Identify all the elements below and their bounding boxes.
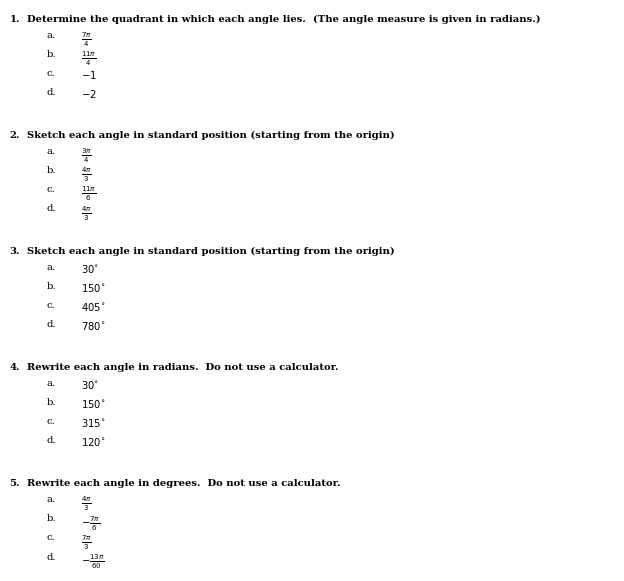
Text: 5.: 5. bbox=[9, 479, 20, 488]
Text: Sketch each angle in standard position (starting from the origin): Sketch each angle in standard position (… bbox=[27, 247, 394, 256]
Text: $\frac{7\pi}{4}$: $\frac{7\pi}{4}$ bbox=[81, 31, 92, 49]
Text: 2.: 2. bbox=[9, 131, 20, 139]
Text: $\frac{4\pi}{3}$: $\frac{4\pi}{3}$ bbox=[81, 205, 92, 223]
Text: $\frac{11\pi}{4}$: $\frac{11\pi}{4}$ bbox=[81, 50, 96, 68]
Text: d.: d. bbox=[47, 88, 56, 97]
Text: d.: d. bbox=[47, 436, 56, 446]
Text: c.: c. bbox=[47, 69, 56, 78]
Text: $\frac{4\pi}{3}$: $\frac{4\pi}{3}$ bbox=[81, 495, 92, 514]
Text: $-\frac{7\pi}{6}$: $-\frac{7\pi}{6}$ bbox=[81, 514, 100, 533]
Text: $\frac{3\pi}{4}$: $\frac{3\pi}{4}$ bbox=[81, 147, 92, 165]
Text: Sketch each angle in standard position (starting from the origin): Sketch each angle in standard position (… bbox=[27, 131, 394, 140]
Text: Rewrite each angle in radians.  Do not use a calculator.: Rewrite each angle in radians. Do not us… bbox=[27, 363, 338, 372]
Text: $\frac{7\pi}{3}$: $\frac{7\pi}{3}$ bbox=[81, 533, 92, 552]
Text: a.: a. bbox=[47, 495, 56, 504]
Text: b.: b. bbox=[47, 398, 56, 407]
Text: Rewrite each angle in degrees.  Do not use a calculator.: Rewrite each angle in degrees. Do not us… bbox=[27, 479, 341, 488]
Text: $405^{\circ}$: $405^{\circ}$ bbox=[81, 301, 105, 313]
Text: $780^{\circ}$: $780^{\circ}$ bbox=[81, 320, 105, 332]
Text: c.: c. bbox=[47, 301, 56, 310]
Text: $-2$: $-2$ bbox=[81, 88, 97, 100]
Text: c.: c. bbox=[47, 185, 56, 194]
Text: b.: b. bbox=[47, 50, 56, 59]
Text: d.: d. bbox=[47, 320, 56, 329]
Text: a.: a. bbox=[47, 379, 56, 388]
Text: a.: a. bbox=[47, 147, 56, 156]
Text: b.: b. bbox=[47, 514, 56, 523]
Text: $-1$: $-1$ bbox=[81, 69, 97, 81]
Text: a.: a. bbox=[47, 263, 56, 272]
Text: d.: d. bbox=[47, 553, 56, 561]
Text: $150^{\circ}$: $150^{\circ}$ bbox=[81, 282, 105, 294]
Text: 4.: 4. bbox=[9, 363, 20, 372]
Text: $315^{\circ}$: $315^{\circ}$ bbox=[81, 417, 105, 429]
Text: c.: c. bbox=[47, 533, 56, 542]
Text: $-\frac{13\pi}{60}$: $-\frac{13\pi}{60}$ bbox=[81, 553, 105, 571]
Text: $150^{\circ}$: $150^{\circ}$ bbox=[81, 398, 105, 410]
Text: $120^{\circ}$: $120^{\circ}$ bbox=[81, 436, 105, 449]
Text: $\frac{11\pi}{6}$: $\frac{11\pi}{6}$ bbox=[81, 185, 96, 203]
Text: 1.: 1. bbox=[9, 15, 20, 23]
Text: b.: b. bbox=[47, 282, 56, 291]
Text: $\frac{4\pi}{3}$: $\frac{4\pi}{3}$ bbox=[81, 166, 92, 184]
Text: a.: a. bbox=[47, 31, 56, 40]
Text: $30^{\circ}$: $30^{\circ}$ bbox=[81, 379, 99, 391]
Text: c.: c. bbox=[47, 417, 56, 426]
Text: b.: b. bbox=[47, 166, 56, 175]
Text: $30^{\circ}$: $30^{\circ}$ bbox=[81, 263, 99, 275]
Text: Determine the quadrant in which each angle lies.  (The angle measure is given in: Determine the quadrant in which each ang… bbox=[27, 15, 540, 24]
Text: d.: d. bbox=[47, 205, 56, 213]
Text: 3.: 3. bbox=[9, 247, 20, 256]
